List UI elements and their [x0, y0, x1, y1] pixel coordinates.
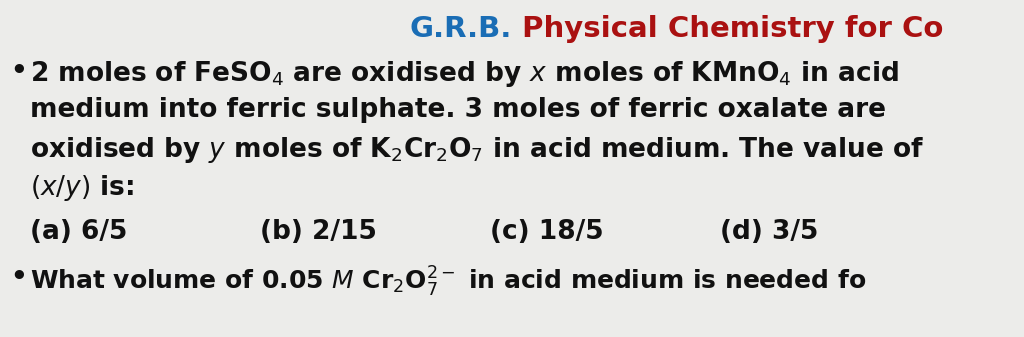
Text: Physical Chemistry for Co: Physical Chemistry for Co	[512, 15, 943, 43]
Text: (c) 18/5: (c) 18/5	[490, 219, 603, 245]
Text: G.R.B.: G.R.B.	[410, 15, 512, 43]
Text: •: •	[10, 265, 27, 291]
Text: •: •	[10, 59, 27, 85]
Text: (b) 2/15: (b) 2/15	[260, 219, 377, 245]
Text: What volume of 0.05 $M$ Cr$_2$O$_7^{2-}$ in acid medium is needed fo: What volume of 0.05 $M$ Cr$_2$O$_7^{2-}$…	[30, 265, 866, 299]
Text: $(x / y)$ is:: $(x / y)$ is:	[30, 173, 134, 203]
Text: (d) 3/5: (d) 3/5	[720, 219, 818, 245]
Text: (a) 6/5: (a) 6/5	[30, 219, 127, 245]
Text: 2 moles of FeSO$_4$ are oxidised by $x$ moles of KMnO$_4$ in acid: 2 moles of FeSO$_4$ are oxidised by $x$ …	[30, 59, 899, 89]
Text: medium into ferric sulphate. 3 moles of ferric oxalate are: medium into ferric sulphate. 3 moles of …	[30, 97, 886, 123]
Text: oxidised by $y$ moles of K$_2$Cr$_2$O$_7$ in acid medium. The value of: oxidised by $y$ moles of K$_2$Cr$_2$O$_7…	[30, 135, 925, 165]
